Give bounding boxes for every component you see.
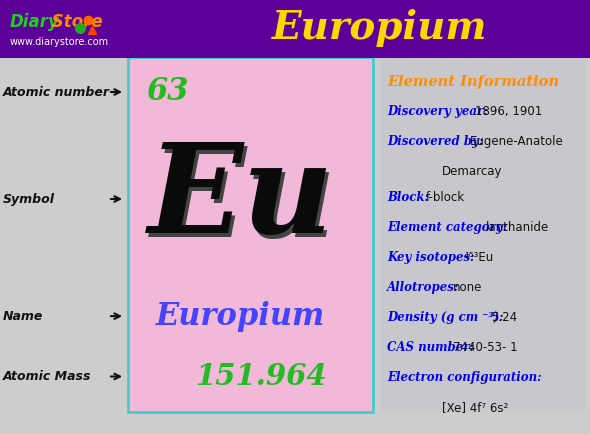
Text: Europium: Europium	[272, 9, 488, 47]
Bar	[381, 57, 585, 412]
Text: Atomic number: Atomic number	[3, 85, 110, 99]
Text: Discovery year:: Discovery year:	[387, 105, 491, 118]
Text: Eu: Eu	[150, 142, 337, 264]
Text: Demarcay: Demarcay	[442, 165, 503, 178]
Bar	[128, 57, 373, 412]
Text: Name: Name	[3, 309, 44, 322]
Text: Key isotopes:: Key isotopes:	[387, 251, 478, 264]
Text: [Xe] 4f⁷ 6s²: [Xe] 4f⁷ 6s²	[442, 401, 508, 414]
Text: Eugene-Anatole: Eugene-Anatole	[470, 135, 563, 148]
Text: Allotropes:: Allotropes:	[387, 281, 463, 294]
Text: 63: 63	[146, 76, 188, 108]
Text: 151.964: 151.964	[195, 362, 326, 391]
Text: Density (g cm ⁻³):: Density (g cm ⁻³):	[387, 311, 507, 324]
Text: none: none	[453, 281, 483, 294]
Text: Symbol: Symbol	[3, 193, 55, 206]
Text: lanthanide: lanthanide	[486, 221, 549, 234]
Text: Element Information: Element Information	[387, 75, 559, 89]
Text: www.diarystore.com: www.diarystore.com	[10, 37, 109, 47]
Text: Atomic Mass: Atomic Mass	[3, 370, 91, 383]
Text: Store: Store	[46, 13, 103, 31]
Text: Electron configuration:: Electron configuration:	[387, 371, 542, 384]
Text: Element category:: Element category:	[387, 221, 512, 234]
Text: Diary: Diary	[10, 13, 60, 31]
Bar	[0, 0, 590, 58]
Text: Discovered by:: Discovered by:	[387, 135, 487, 148]
Text: 1896, 1901: 1896, 1901	[475, 105, 542, 118]
Text: 7440-53- 1: 7440-53- 1	[453, 341, 517, 354]
Text: CAS number:: CAS number:	[387, 341, 478, 354]
Text: Eu: Eu	[148, 138, 334, 260]
Text: 5.24: 5.24	[491, 311, 517, 324]
Text: Europium: Europium	[156, 301, 325, 332]
Text: f-block: f-block	[425, 191, 465, 204]
Text: Block:: Block:	[387, 191, 433, 204]
Text: ¹⁵³Eu: ¹⁵³Eu	[464, 251, 493, 264]
